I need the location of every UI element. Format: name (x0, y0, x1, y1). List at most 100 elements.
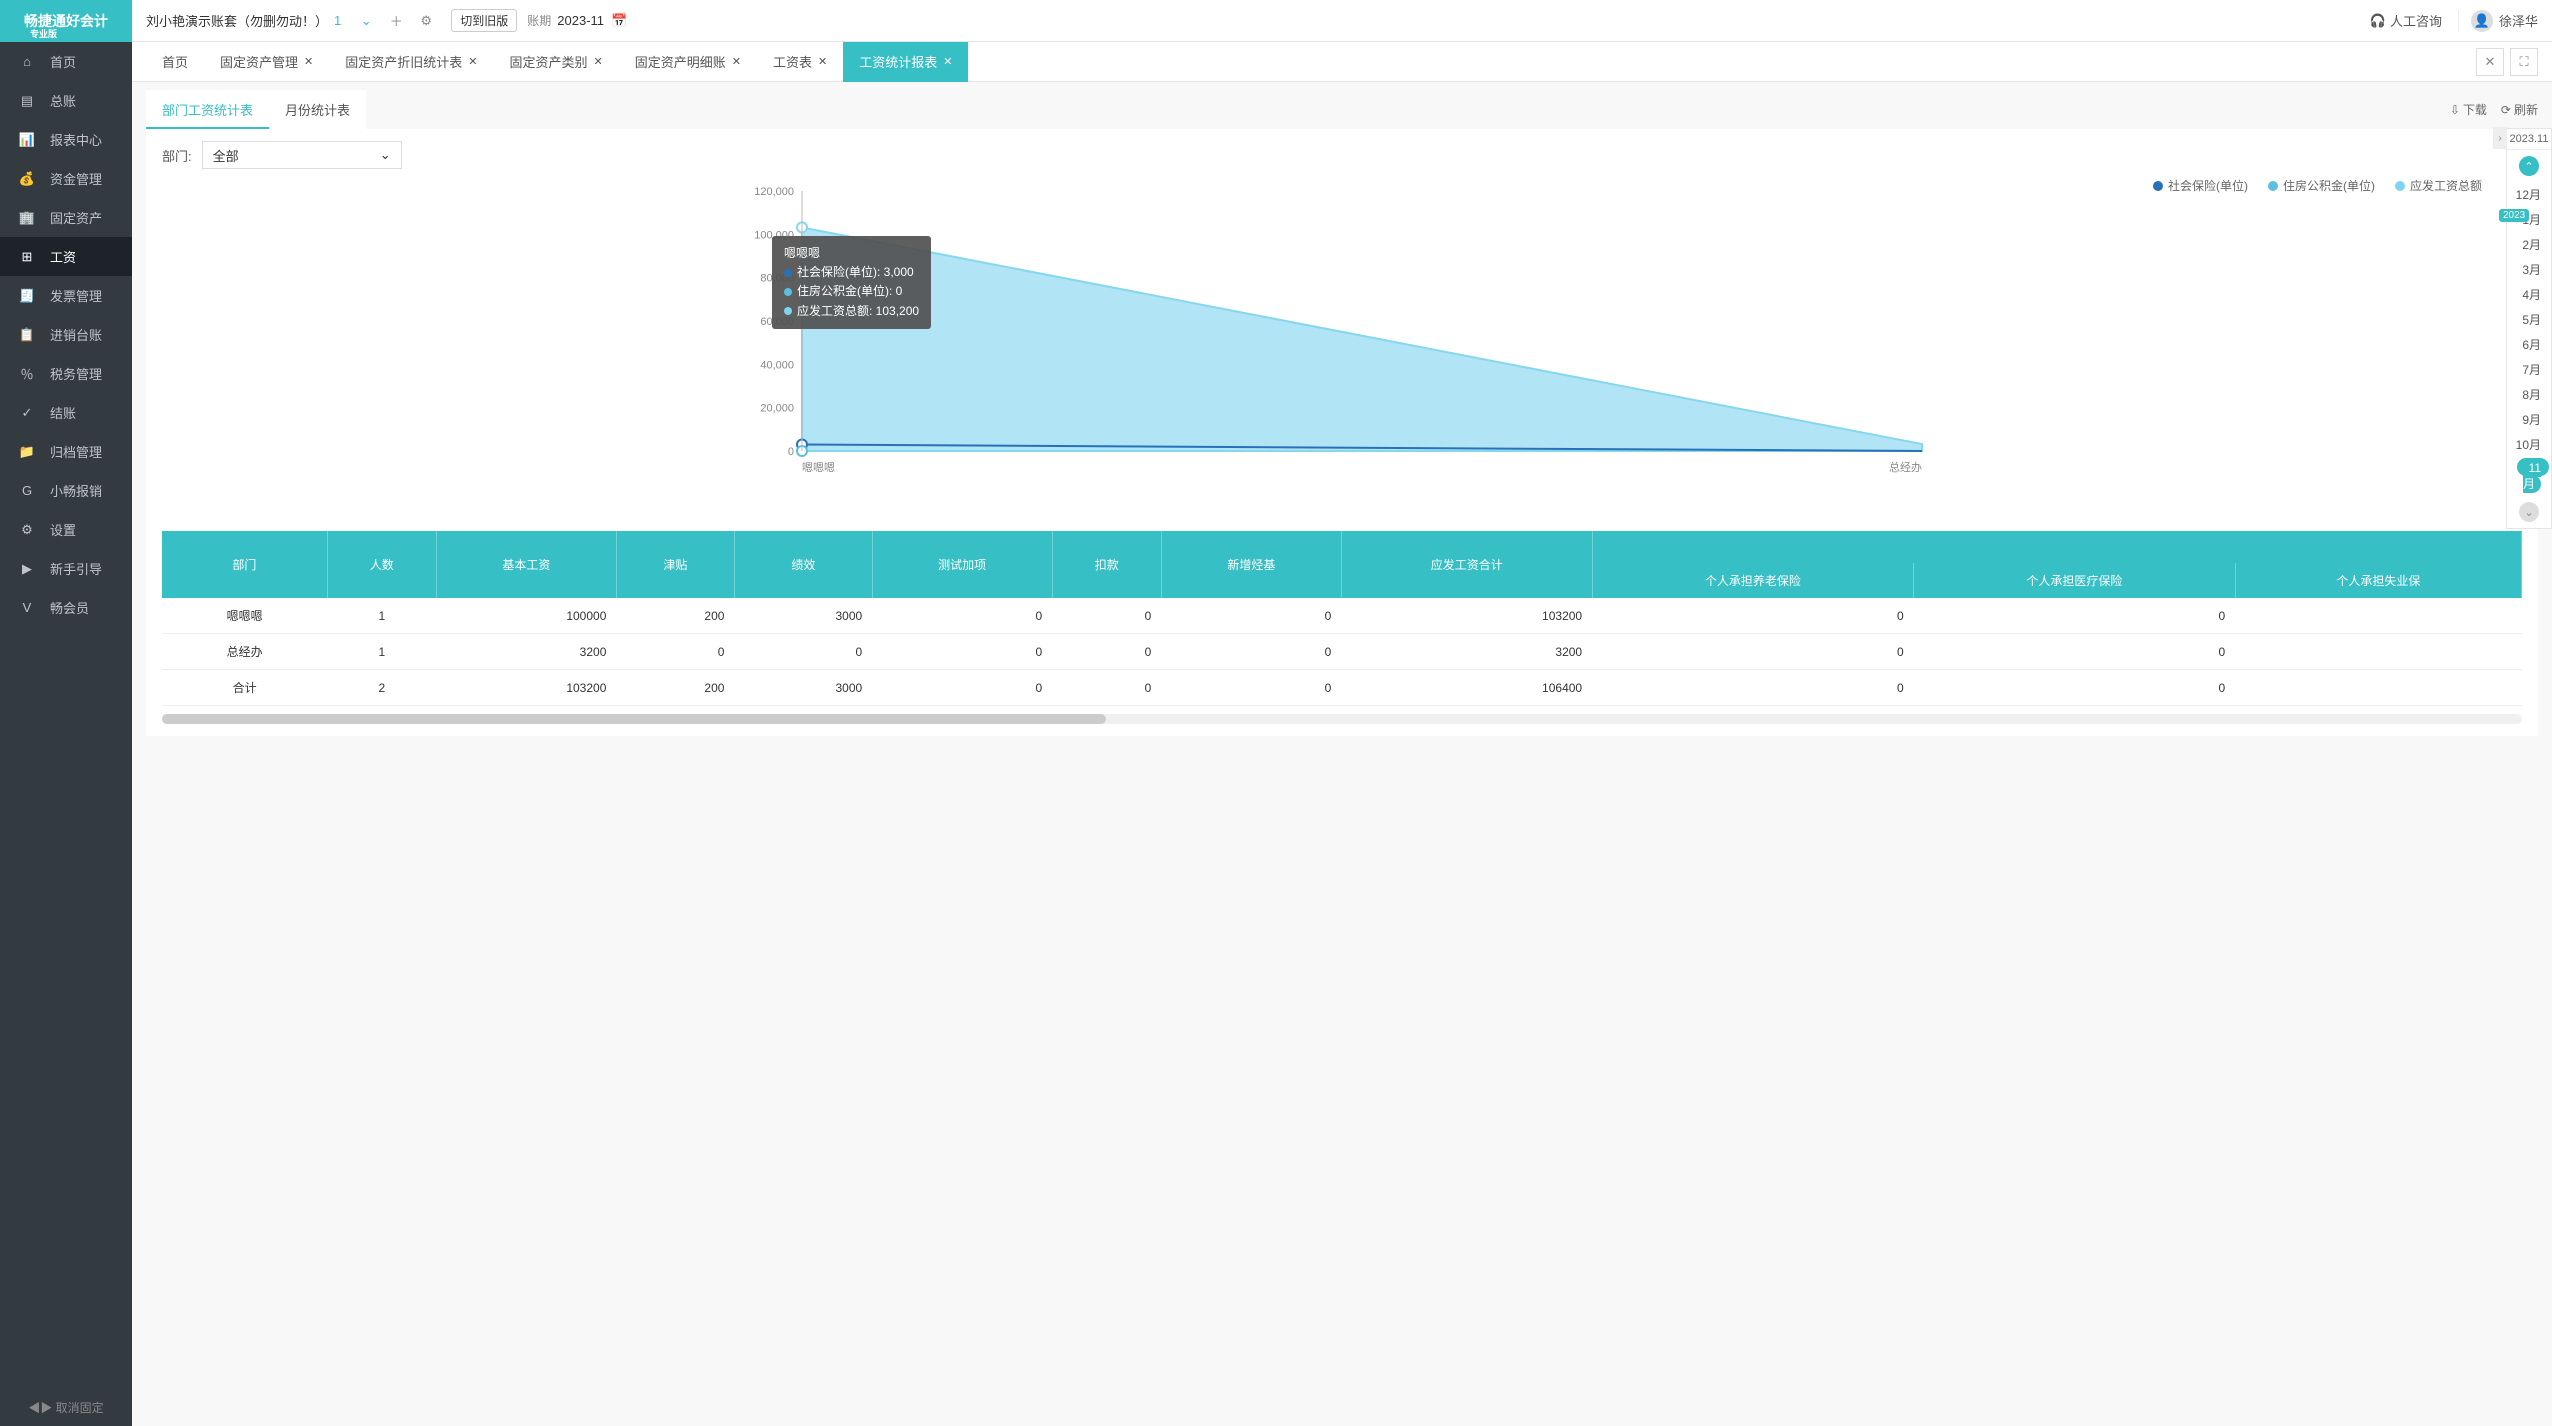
col-header[interactable]: 部门 (162, 531, 327, 598)
user-menu[interactable]: 👤 徐泽华 (2458, 10, 2538, 32)
refresh-button[interactable]: ⟳ 刷新 (2501, 101, 2538, 118)
table-row[interactable]: 总经办1320000000320000 (162, 634, 2522, 670)
page-content: 部门工资统计表月份统计表 ⇩ 下载 ⟳ 刷新 部门: 全部 ⌄ 社会保险(单位)… (132, 82, 2552, 1426)
period-scroll-down[interactable]: ⌄ (2519, 502, 2539, 522)
nav-label: 发票管理 (50, 286, 102, 305)
tab-固定资产明细账[interactable]: 固定资产明细账✕ (619, 42, 757, 82)
dept-select[interactable]: 全部 ⌄ (202, 141, 402, 169)
sidebar-item-close[interactable]: ✓结账 (0, 393, 132, 432)
brand-edition: 专业版 (30, 27, 57, 40)
period-value[interactable]: 2023-11 (557, 13, 604, 28)
col-header[interactable]: 扣款 (1052, 531, 1161, 598)
chart-canvas[interactable]: 020,00040,00060,00080,000100,000120,000嗯… (182, 181, 2502, 481)
legend-dot-icon (2395, 181, 2405, 191)
sidebar-item-invoice[interactable]: 🧾发票管理 (0, 276, 132, 315)
home-icon: ⌂ (18, 53, 36, 71)
table-row[interactable]: 嗯嗯嗯1100000200300000010320000 (162, 598, 2522, 634)
sidebar-item-tax[interactable]: ％税务管理 (0, 354, 132, 393)
col-header[interactable]: 人数 (327, 531, 436, 598)
period-scroll-up[interactable]: ⌃ (2519, 156, 2539, 176)
period-month[interactable]: 6月 (2507, 332, 2551, 357)
legend-item[interactable]: 社会保险(单位) (2153, 177, 2248, 194)
period-month[interactable]: 7月 (2507, 357, 2551, 382)
col-header[interactable]: 个人承担失业保 (2235, 563, 2521, 598)
sidebar-item-funds[interactable]: 💰资金管理 (0, 159, 132, 198)
tab-首页[interactable]: 首页 (146, 42, 204, 82)
sidebar-item-vip[interactable]: V 畅会员 (0, 588, 132, 627)
funds-icon: 💰 (18, 170, 36, 188)
brand-logo[interactable]: 畅捷通好会计 专业版 (0, 0, 132, 42)
col-header[interactable]: 津贴 (616, 531, 734, 598)
add-icon[interactable]: ＋ (386, 11, 406, 30)
col-header[interactable]: 基本工资 (436, 531, 616, 598)
sidebar-item-expense[interactable]: G小畅报销 (0, 471, 132, 510)
col-header[interactable]: 个人承担医疗保险 (1914, 563, 2236, 598)
col-header[interactable]: 新增烃基 (1161, 531, 1341, 598)
fullscreen-button[interactable]: ⛶ (2510, 48, 2538, 76)
col-header[interactable]: 个人承担养老保险 (1592, 563, 1914, 598)
sidebar-item-assets[interactable]: 🏢固定资产 (0, 198, 132, 237)
period-label: 账期 (527, 12, 551, 29)
close-icon[interactable]: ✕ (818, 55, 827, 68)
reports-icon: 📊 (18, 131, 36, 149)
period-month[interactable]: 3月 (2507, 257, 2551, 282)
unpin-sidebar[interactable]: ◀▶ 取消固定 (0, 1399, 132, 1416)
period-month[interactable]: 2月 (2507, 232, 2551, 257)
subtab-部门工资统计表[interactable]: 部门工资统计表 (146, 90, 269, 129)
nav-label: 结账 (50, 403, 76, 422)
sidebar-item-ledger[interactable]: ▤总账 (0, 81, 132, 120)
tab-工资表[interactable]: 工资表✕ (757, 42, 843, 82)
period-month[interactable]: 9月 (2507, 407, 2551, 432)
col-header[interactable]: 绩效 (734, 531, 872, 598)
settings-icon: ⚙ (18, 521, 36, 539)
tab-固定资产类别[interactable]: 固定资产类别✕ (493, 42, 618, 82)
legend-item[interactable]: 住房公积金(单位) (2268, 177, 2375, 194)
horizontal-scrollbar[interactable] (162, 714, 2522, 724)
vip-icon: V (18, 599, 36, 617)
dropdown-icon[interactable]: ⌄ (356, 13, 376, 29)
sidebar-item-archive[interactable]: 📁归档管理 (0, 432, 132, 471)
sidebar-item-salary[interactable]: ⊞ 工资 (0, 237, 132, 276)
download-button[interactable]: ⇩ 下载 (2450, 101, 2487, 118)
period-month[interactable]: 12月 (2507, 182, 2551, 207)
period-month[interactable]: 1月2023 (2507, 207, 2551, 232)
subtab-月份统计表[interactable]: 月份统计表 (269, 90, 366, 129)
close-icon[interactable]: ✕ (732, 55, 741, 68)
salary-icon: ⊞ (18, 248, 36, 266)
close-tab-button[interactable]: ✕ (2476, 48, 2504, 76)
col-header[interactable]: 测试加项 (872, 531, 1052, 598)
col-header[interactable]: 应发工资合计 (1341, 531, 1592, 598)
close-icon[interactable]: ✕ (304, 55, 313, 68)
close-icon[interactable]: ✕ (468, 55, 477, 68)
table-row[interactable]: 合计2103200200300000010640000 (162, 670, 2522, 706)
close-icon[interactable]: ✕ (943, 55, 952, 68)
scrollbar-thumb[interactable] (162, 714, 1106, 724)
legend-item[interactable]: 应发工资总额 (2395, 177, 2482, 194)
period-month[interactable]: 10月 (2507, 432, 2551, 457)
nav-label: 工资 (50, 247, 76, 266)
sidebar-item-reports[interactable]: 📊报表中心 (0, 120, 132, 159)
tax-icon: ％ (18, 365, 36, 383)
period-month[interactable]: 5月 (2507, 307, 2551, 332)
sidebar-item-guide[interactable]: ▶新手引导 (0, 549, 132, 588)
consult-button[interactable]: 🎧 人工咨询 (2370, 11, 2442, 30)
tab-固定资产管理[interactable]: 固定资产管理✕ (204, 42, 329, 82)
switch-old-version[interactable]: 切到旧版 (451, 9, 517, 32)
collapse-period-icon[interactable]: › (2493, 127, 2507, 149)
legend-dot-icon (2153, 181, 2163, 191)
tab-工资统计报表[interactable]: 工资统计报表✕ (843, 42, 968, 82)
archive-icon: 📁 (18, 443, 36, 461)
tab-固定资产折旧统计表[interactable]: 固定资产折旧统计表✕ (329, 42, 493, 82)
nav-label: 固定资产 (50, 208, 102, 227)
period-month[interactable]: 4月 (2507, 282, 2551, 307)
nav-label: 畅会员 (50, 598, 89, 617)
sidebar-item-settings[interactable]: ⚙设置 (0, 510, 132, 549)
calendar-icon[interactable]: 📅 (609, 13, 629, 29)
period-month[interactable]: 11月 (2507, 457, 2551, 496)
settings-icon[interactable]: ⚙ (416, 13, 436, 29)
sidebar-item-inventory[interactable]: 📋进销台账 (0, 315, 132, 354)
period-month[interactable]: 8月 (2507, 382, 2551, 407)
sidebar-item-home[interactable]: ⌂首页 (0, 42, 132, 81)
close-icon[interactable]: ✕ (594, 55, 603, 68)
chart-tooltip: 嗯嗯嗯社会保险(单位): 3,000住房公积金(单位): 0应发工资总额: 10… (772, 236, 931, 329)
